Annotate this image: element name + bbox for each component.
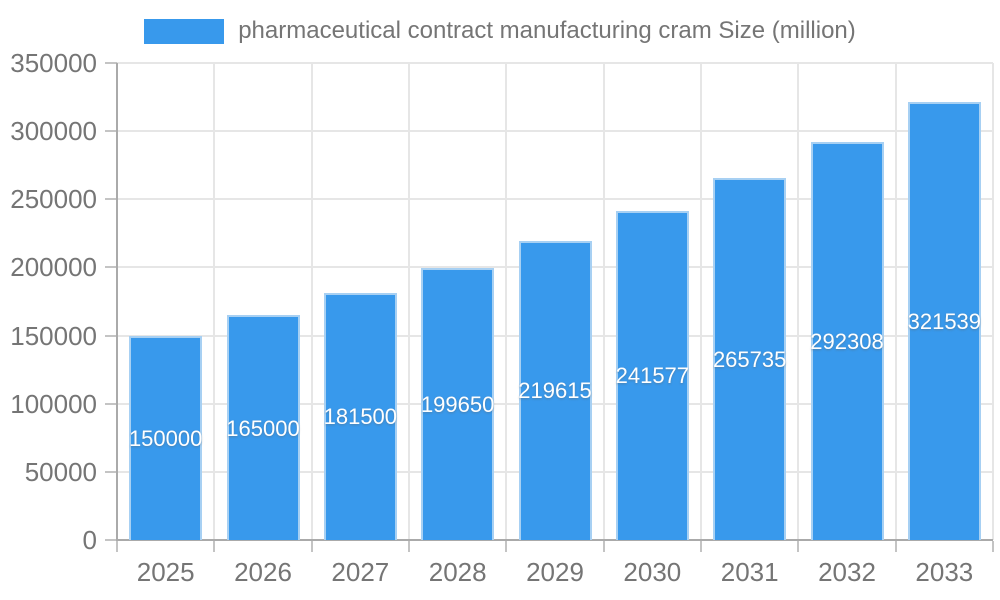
y-tick-label: 150000 xyxy=(10,320,97,351)
x-tick-mark xyxy=(408,541,410,552)
x-gridline xyxy=(894,63,897,540)
y-tick-mark xyxy=(105,198,117,201)
y-gridline xyxy=(117,62,993,64)
x-tick-mark xyxy=(700,541,702,552)
y-tick-label: 300000 xyxy=(10,116,97,147)
y-tick-mark xyxy=(105,539,117,541)
x-gridline xyxy=(505,63,508,540)
y-tick-label: 350000 xyxy=(10,48,97,78)
bar-value-label: 321539 xyxy=(907,308,982,334)
bar-value-label: 241577 xyxy=(615,363,690,389)
bar[interactable]: 321539 xyxy=(907,101,982,540)
bar-value-label: 219615 xyxy=(518,378,592,404)
bar[interactable]: 150000 xyxy=(128,335,203,540)
y-tick-label: 200000 xyxy=(10,252,97,283)
legend-label: pharmaceutical contract manufacturing cr… xyxy=(238,17,856,44)
x-tick-label: 2026 xyxy=(234,557,292,587)
x-gridline xyxy=(213,63,216,540)
bar[interactable]: 265735 xyxy=(712,177,787,540)
bar[interactable]: 219615 xyxy=(518,240,592,540)
bar[interactable]: 181500 xyxy=(323,292,398,540)
bar-value-label: 150000 xyxy=(128,425,203,451)
bar-value-label: 165000 xyxy=(226,415,300,441)
x-gridline xyxy=(310,63,313,540)
y-tick-mark xyxy=(105,130,117,133)
y-tick-mark xyxy=(105,266,117,269)
x-gridline xyxy=(992,63,994,540)
bar[interactable]: 292308 xyxy=(810,141,884,540)
x-tick-label: 2031 xyxy=(720,557,779,587)
x-tick-label: 2030 xyxy=(623,557,682,587)
x-tick-label: 2032 xyxy=(818,557,876,587)
y-tick-mark xyxy=(105,334,117,337)
x-tick-mark xyxy=(505,541,508,552)
chart-legend[interactable]: pharmaceutical contract manufacturing cr… xyxy=(0,17,1000,45)
bar-value-label: 199650 xyxy=(420,391,495,417)
y-axis-line xyxy=(116,63,118,541)
legend-swatch xyxy=(144,18,225,44)
x-gridline xyxy=(408,63,410,540)
y-gridline xyxy=(117,130,993,133)
bar-value-label: 292308 xyxy=(810,328,884,354)
x-tick-mark xyxy=(797,541,800,552)
x-tick-label: 2027 xyxy=(331,557,390,587)
bar[interactable]: 165000 xyxy=(226,315,300,540)
y-tick-label: 50000 xyxy=(24,456,97,487)
y-tick-mark xyxy=(105,62,117,64)
y-tick-label: 0 xyxy=(82,525,97,555)
x-tick-label: 2033 xyxy=(915,557,974,587)
x-tick-mark xyxy=(894,541,897,552)
x-axis-line xyxy=(117,539,993,541)
x-tick-mark xyxy=(116,541,118,552)
y-tick-label: 100000 xyxy=(10,388,97,419)
y-tick-label: 250000 xyxy=(10,184,97,215)
x-gridline xyxy=(602,63,605,540)
x-tick-mark xyxy=(213,541,216,552)
bar[interactable]: 199650 xyxy=(420,267,495,540)
y-tick-mark xyxy=(105,402,117,405)
x-tick-mark xyxy=(992,541,994,552)
bar-value-label: 181500 xyxy=(323,404,398,430)
x-gridline xyxy=(700,63,702,540)
x-tick-mark xyxy=(310,541,313,552)
x-tick-label: 2025 xyxy=(136,557,195,587)
x-tick-mark xyxy=(602,541,605,552)
x-gridline xyxy=(797,63,800,540)
y-gridline xyxy=(117,198,993,201)
y-tick-mark xyxy=(105,470,117,473)
bar-value-label: 265735 xyxy=(712,346,787,372)
x-tick-label: 2028 xyxy=(428,557,487,587)
bar[interactable]: 241577 xyxy=(615,210,690,540)
x-tick-label: 2029 xyxy=(526,557,584,587)
